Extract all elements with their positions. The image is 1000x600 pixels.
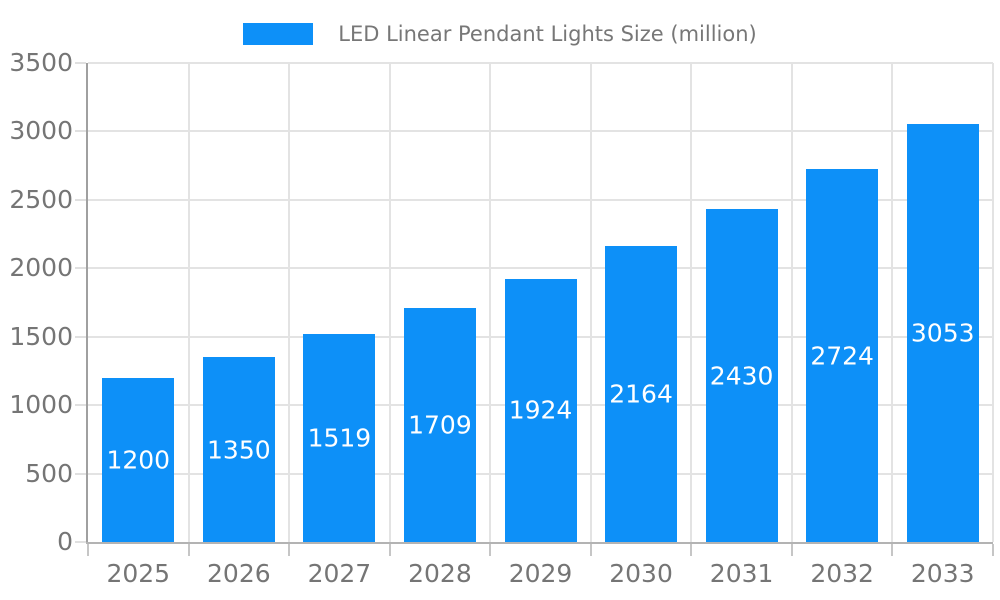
bar-value-label: 2164 (609, 379, 673, 409)
x-axis-tick (388, 544, 391, 556)
y-axis-tick (75, 62, 86, 64)
x-axis-tick-label: 2030 (609, 559, 673, 588)
y-axis-tick (75, 335, 86, 338)
x-axis-tick-label: 2032 (810, 559, 874, 588)
gridline-vertical (388, 63, 391, 542)
y-axis-tick (75, 267, 86, 270)
bar-value-label: 1350 (207, 435, 271, 465)
gridline-horizontal (88, 198, 993, 201)
bar[interactable]: 1519 (303, 334, 376, 542)
gridline-vertical (992, 63, 994, 542)
gridline-vertical (891, 63, 894, 542)
bar[interactable]: 1200 (102, 377, 175, 542)
gridline-vertical (489, 63, 492, 542)
gridline-vertical (790, 63, 793, 542)
y-axis-tick (75, 472, 86, 475)
x-axis-tick (288, 544, 291, 556)
bar-value-label: 1709 (408, 410, 472, 440)
y-axis-tick (75, 198, 86, 201)
x-axis-tick (992, 544, 994, 556)
x-axis-tick (589, 544, 592, 556)
x-axis-tick-label: 2029 (508, 559, 573, 588)
y-axis-tick (75, 130, 86, 133)
bar-value-label: 2430 (709, 361, 774, 391)
bar-value-label: 2724 (810, 341, 874, 371)
y-axis-line (86, 63, 88, 542)
gridline-horizontal (88, 267, 993, 270)
bar-value-label: 1519 (307, 423, 372, 453)
x-axis-tick-label: 2028 (408, 559, 472, 588)
bar[interactable]: 2724 (806, 169, 879, 542)
y-axis-tick-label: 3000 (9, 116, 73, 146)
y-axis-tick (75, 541, 86, 543)
bar[interactable]: 2164 (605, 245, 678, 542)
gridline-horizontal (88, 130, 993, 133)
gridline-horizontal (88, 62, 993, 64)
x-axis-tick-label: 2033 (910, 559, 975, 588)
x-axis-tick (891, 544, 894, 556)
gridline-vertical (187, 63, 190, 542)
bar-value-label: 1200 (106, 445, 171, 475)
y-axis-tick-label: 1500 (9, 321, 73, 351)
x-axis-tick-label: 2027 (307, 559, 372, 588)
bar[interactable]: 3053 (906, 124, 979, 542)
y-axis-tick-label: 1000 (9, 390, 73, 420)
plot-area: 0 500 1000 1500 2000 2500 3000 3500 1200 2025 1350… (9, 48, 994, 588)
y-axis-tick (75, 404, 86, 407)
bar[interactable]: 1709 (403, 308, 476, 542)
y-axis-tick-label: 500 (25, 458, 73, 488)
x-axis-tick (690, 544, 693, 556)
y-axis-tick-label: 2500 (9, 184, 73, 214)
y-axis-tick-label: 0 (57, 527, 73, 556)
bar[interactable]: 2430 (705, 209, 778, 542)
gridline-vertical (589, 63, 592, 542)
bar-value-label: 1924 (508, 395, 573, 425)
x-axis-tick (87, 544, 89, 556)
gridline-vertical (690, 63, 693, 542)
x-axis-tick-label: 2025 (106, 559, 171, 588)
legend-swatch (243, 23, 314, 45)
x-axis-tick (790, 544, 793, 556)
gridline-vertical (288, 63, 291, 542)
x-axis-tick (187, 544, 190, 556)
legend-item[interactable]: LED Linear Pendant Lights Size (million) (0, 22, 1000, 46)
x-axis-tick (489, 544, 492, 556)
x-axis-tick-label: 2026 (207, 559, 271, 588)
bar-value-label: 3053 (910, 318, 975, 348)
legend-label: LED Linear Pendant Lights Size (million) (338, 22, 757, 46)
bar[interactable]: 1350 (202, 357, 275, 542)
x-axis-tick-label: 2031 (709, 559, 774, 588)
y-axis-tick-label: 3500 (9, 48, 73, 77)
x-axis-line (86, 542, 993, 544)
y-axis-tick-label: 2000 (9, 253, 73, 283)
bar[interactable]: 1924 (504, 278, 577, 542)
